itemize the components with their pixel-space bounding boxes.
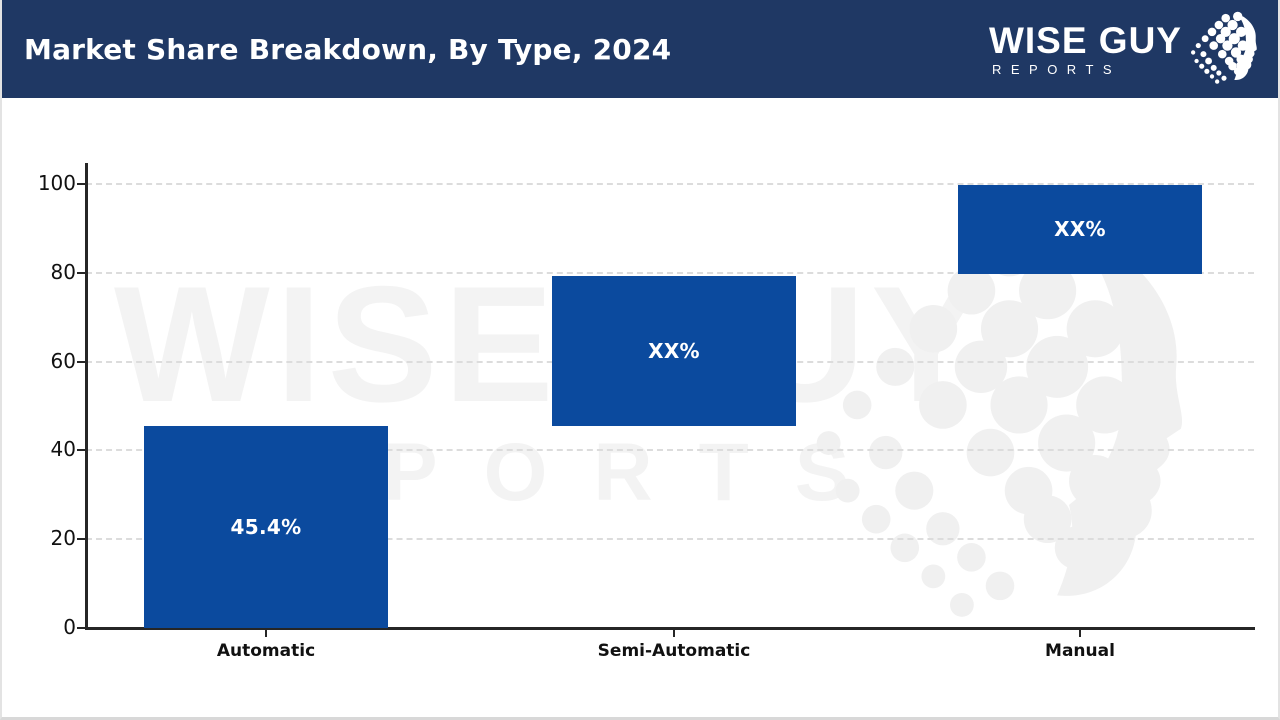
y-tick-100	[77, 183, 86, 185]
x-tick-label-semi-automatic: Semi-Automatic	[597, 641, 751, 661]
y-tick-80	[77, 271, 86, 274]
bar-manual: XX%	[958, 184, 1202, 275]
page-title: Market Share Breakdown, By Type, 2024	[24, 32, 672, 66]
bar-semi-automatic: XX%	[552, 276, 796, 427]
bar-value-label-manual: XX%	[1054, 217, 1106, 242]
logo-wordmark: WISE GUY	[988, 20, 1182, 61]
x-axis-line	[85, 627, 1255, 630]
y-tick-40	[77, 449, 86, 452]
y-tick-label-40: 40	[50, 437, 76, 462]
x-tick-semi-automatic	[673, 629, 675, 637]
x-tick-automatic	[265, 629, 267, 637]
gridline-40	[86, 449, 1254, 452]
y-tick-label-60: 60	[50, 348, 76, 373]
bar-value-label-semi-automatic: XX%	[648, 339, 700, 364]
y-tick-20	[77, 538, 86, 541]
gridline-100	[86, 183, 1254, 185]
y-tick-60	[77, 360, 86, 363]
x-tick-label-automatic: Automatic	[216, 641, 316, 661]
y-tick-label-0: 0	[63, 615, 76, 639]
x-tick-manual	[1079, 629, 1081, 637]
y-tick-label-80: 80	[50, 259, 76, 284]
y-tick-0	[77, 627, 86, 629]
y-tick-label-20: 20	[50, 526, 76, 551]
gridline-80	[86, 271, 1254, 274]
header-bar: Market Share Breakdown, By Type, 2024 WI…	[2, 0, 1278, 98]
dotted-head-icon	[1191, 11, 1257, 84]
bar-value-label-automatic: 45.4%	[230, 515, 302, 540]
logo-text: WISE GUY REPORTS	[989, 22, 1182, 76]
wise-guy-reports-logo: WISE GUY REPORTS	[989, 8, 1260, 90]
bar-automatic: 45.4%	[144, 426, 388, 628]
logo-subtitle: REPORTS	[991, 62, 1122, 77]
gridline-20	[86, 538, 1254, 541]
y-axis-line	[85, 163, 88, 629]
y-tick-label-100: 100	[37, 171, 76, 195]
watermark-wordmark: WISE GUY	[114, 252, 988, 436]
x-tick-label-manual: Manual	[1045, 641, 1115, 661]
